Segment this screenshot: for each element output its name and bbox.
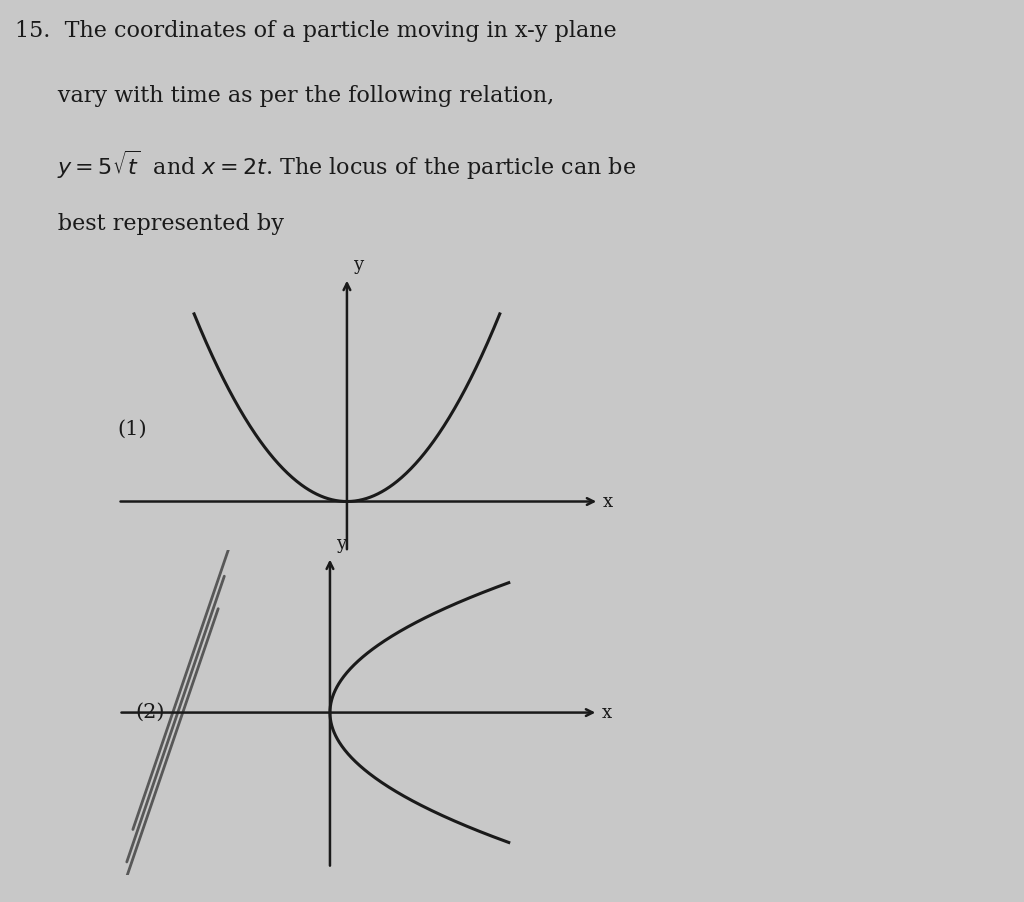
Text: y: y (353, 256, 364, 274)
Text: $y = 5\sqrt{t}$  and $x = 2t$. The locus of the particle can be: $y = 5\sqrt{t}$ and $x = 2t$. The locus … (15, 149, 636, 182)
Text: x: x (602, 704, 612, 722)
Text: 15.  The coordinates of a particle moving in x-y plane: 15. The coordinates of a particle moving… (15, 20, 617, 42)
Text: y: y (337, 536, 346, 554)
Text: (1): (1) (118, 419, 147, 439)
Text: vary with time as per the following relation,: vary with time as per the following rela… (15, 85, 555, 106)
Text: (2): (2) (135, 703, 165, 723)
Text: best represented by: best represented by (15, 213, 285, 235)
Text: x: x (603, 492, 613, 511)
